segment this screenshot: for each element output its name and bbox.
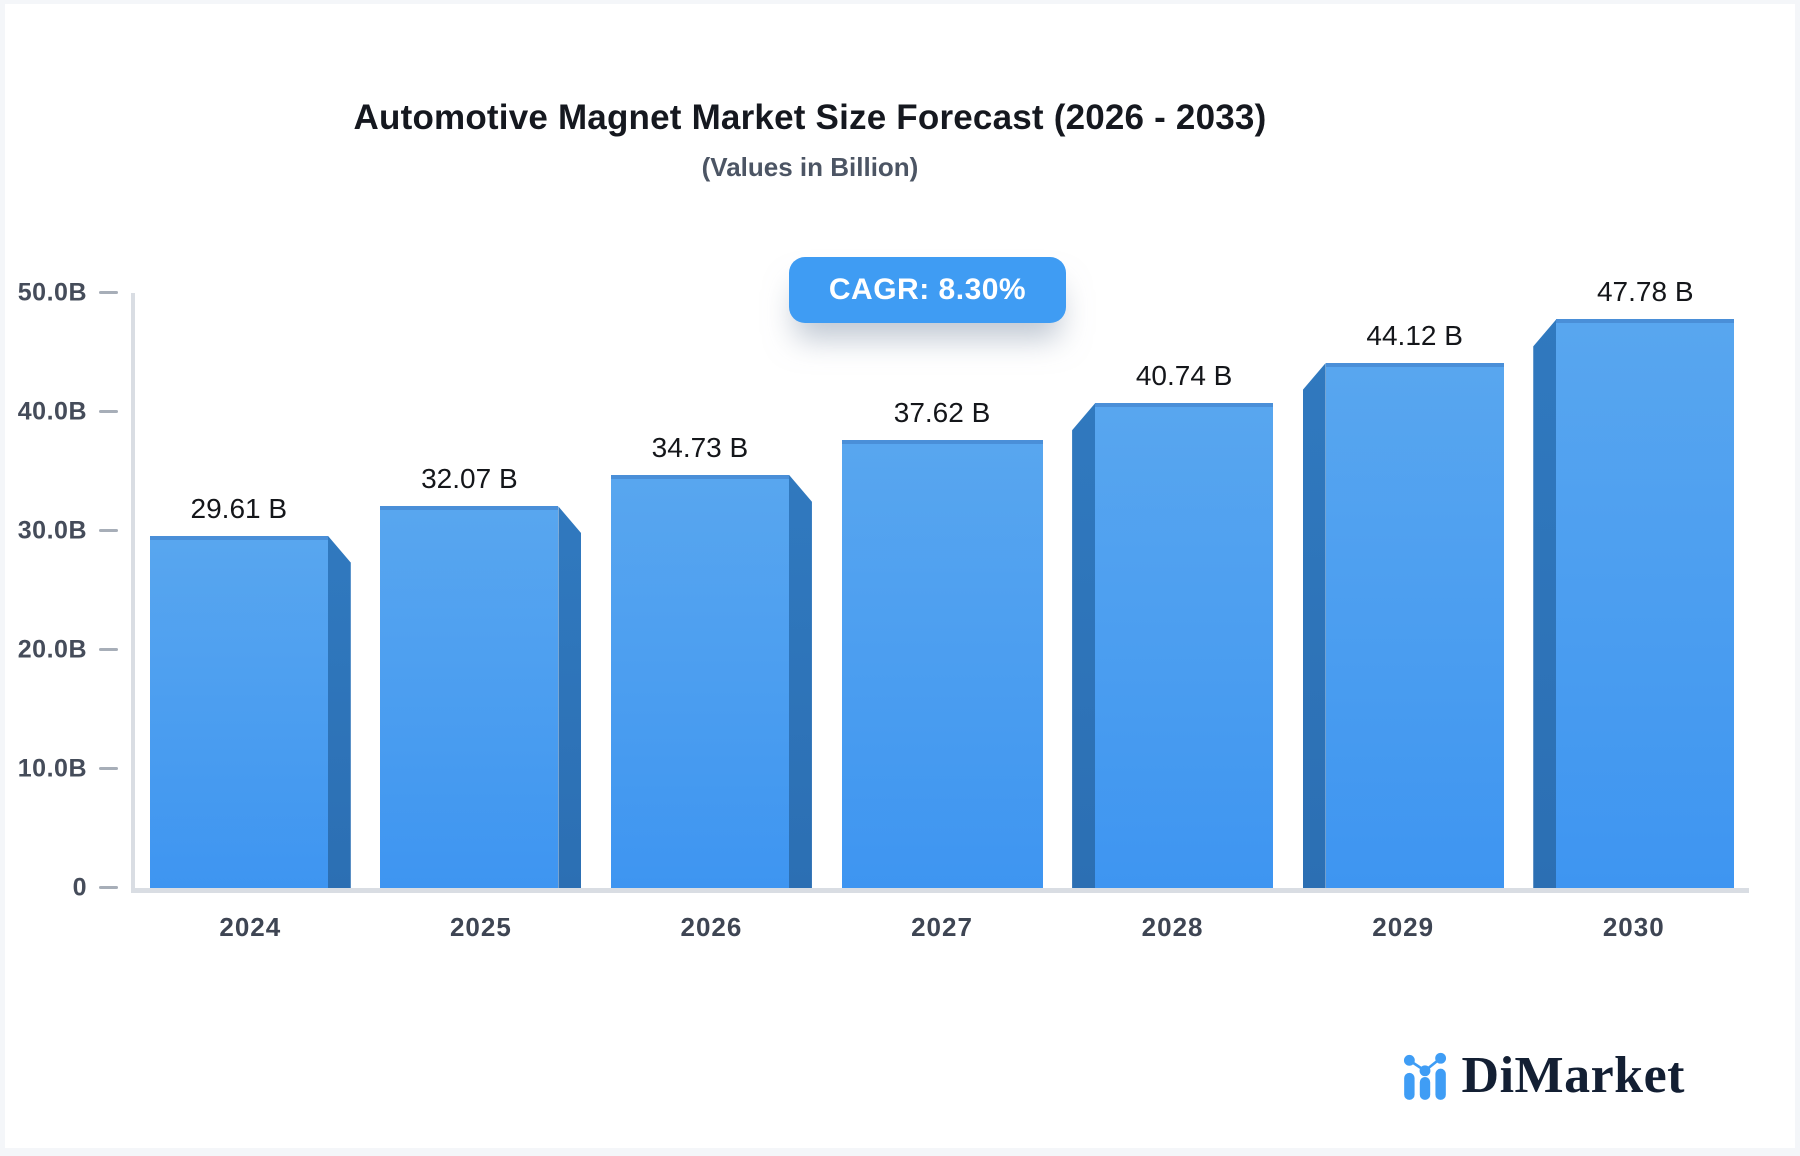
x-axis-label: 2026 — [680, 912, 743, 942]
y-tick-dash — [99, 767, 118, 770]
bar-value-label: 29.61 B — [190, 492, 288, 524]
bar-slot: 44.12 B 2029 — [1288, 293, 1519, 942]
bar-value-label: 34.73 B — [651, 431, 749, 463]
bar-2028[interactable]: 40.74 B — [1072, 360, 1274, 888]
bar-face — [610, 474, 789, 888]
bar-slot: 34.73 B 2026 — [596, 293, 827, 942]
bar-2030[interactable]: 47.78 B — [1533, 276, 1735, 888]
cagr-badge: CAGR: 8.30% — [789, 257, 1066, 323]
bar-2026[interactable]: 34.73 B — [610, 432, 812, 888]
bar-face — [1325, 362, 1504, 888]
bar-value-label: 37.62 B — [893, 397, 991, 429]
x-axis-label: 2029 — [1372, 912, 1435, 942]
bar-side-panel — [327, 535, 351, 888]
bar-value-label: 40.74 B — [1135, 360, 1233, 392]
y-tick-label: 20.0B — [17, 635, 87, 664]
bar-chart-logo-icon — [1403, 1052, 1446, 1100]
y-tick-dash — [99, 529, 118, 532]
bar-slot: 47.78 B 2030 — [1518, 276, 1749, 942]
bar-side-panel — [1072, 403, 1096, 888]
bar-side-panel — [788, 474, 812, 888]
y-tick-label: 10.0B — [17, 754, 87, 783]
bar-side-panel — [1302, 362, 1326, 888]
x-axis-label: 2027 — [911, 912, 973, 942]
y-tick-dash — [99, 410, 118, 413]
bar-face — [841, 440, 1043, 888]
x-axis-label: 2025 — [449, 912, 512, 942]
chart-title: Automotive Magnet Market Size Forecast (… — [353, 98, 1267, 137]
x-axis-label: 2028 — [1141, 912, 1204, 942]
bar-face — [380, 506, 559, 888]
chart-subtitle: (Values in Billion) — [701, 152, 919, 182]
bar-side-panel — [558, 506, 582, 888]
y-tick-dash — [99, 648, 118, 651]
chart-card: Automotive Magnet Market Size Forecast (… — [5, 4, 1795, 1148]
plot-area: 0 10.0B 20.0B 30.0B 40.0B 50.0B 29.61 B 2024 32… — [18, 276, 1749, 942]
bar-2024[interactable]: 29.61 B — [149, 493, 351, 888]
bar-slot: 29.61 B 2024 — [135, 293, 366, 942]
bar-side-panel — [1533, 319, 1557, 888]
y-tick-label: 50.0B — [17, 278, 87, 307]
bar-slot: 40.74 B 2028 — [1057, 293, 1288, 942]
y-tick-dash — [99, 291, 118, 294]
brand-logo-text: DiMarket — [1461, 1047, 1685, 1104]
bar-slot: 37.62 B 2027 — [827, 293, 1058, 942]
bar-slot: 32.07 B 2025 — [366, 293, 597, 942]
y-tick-label: 0 — [72, 873, 87, 902]
y-tick-dash — [99, 886, 118, 889]
bar-2029[interactable]: 44.12 B — [1302, 320, 1504, 888]
bar-face — [149, 535, 328, 888]
bar-face — [1556, 319, 1735, 888]
brand-logo: DiMarket — [1400, 1050, 1685, 1102]
y-tick-label: 40.0B — [17, 397, 87, 426]
bar-face — [1095, 403, 1274, 888]
bar-value-label: 47.78 B — [1596, 276, 1694, 308]
x-axis-label: 2024 — [219, 912, 282, 942]
bar-value-label: 44.12 B — [1366, 319, 1463, 351]
bar-value-label: 32.07 B — [421, 463, 518, 495]
y-tick-label: 30.0B — [17, 516, 87, 545]
bars-row: 29.61 B 2024 32.07 B 2025 34.73 B 2026 37.62 B… — [135, 276, 1749, 942]
bar-2025[interactable]: 32.07 B — [380, 463, 582, 888]
bar-2027[interactable]: 37.62 B — [841, 397, 1043, 888]
x-axis-label: 2030 — [1602, 912, 1665, 942]
